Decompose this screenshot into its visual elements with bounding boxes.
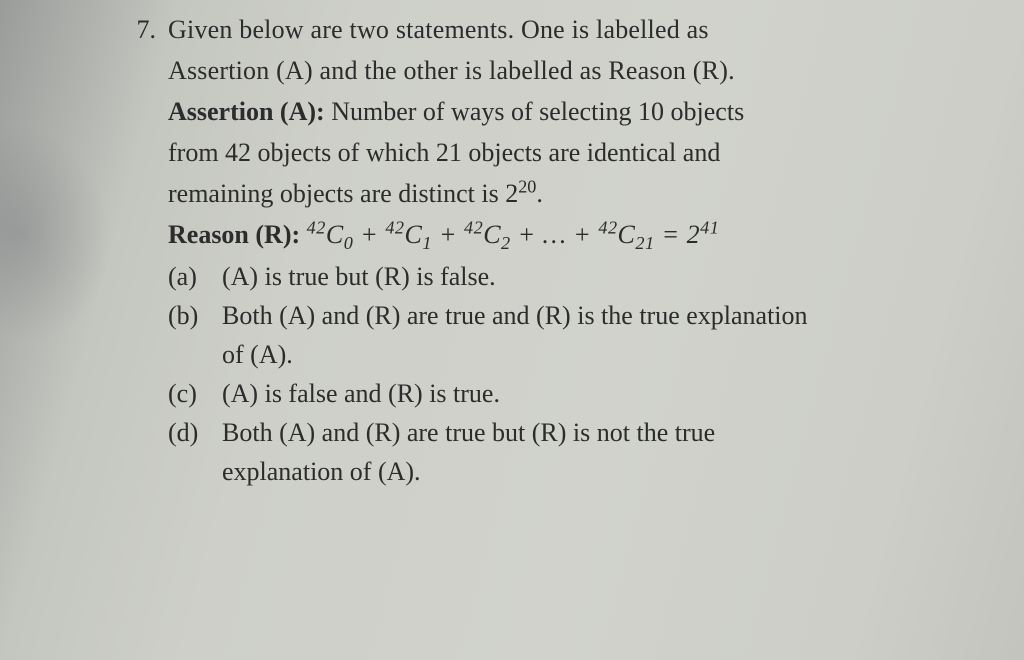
option-d-label: (d) bbox=[168, 415, 222, 452]
question-block: 7. Given below are two statements. One i… bbox=[110, 12, 984, 493]
assertion-text-3-prefix: remaining objects are distinct is 2 bbox=[168, 179, 518, 208]
rf-ellipsis: … bbox=[543, 220, 567, 249]
rf-base-n: 42 bbox=[598, 217, 617, 237]
option-c: (c) (A) is false and (R) is true. bbox=[168, 376, 984, 413]
rf-sub-1: 1 bbox=[422, 233, 432, 253]
intro-line-1: Given below are two statements. One is l… bbox=[168, 12, 984, 49]
option-b-label: (b) bbox=[168, 298, 222, 335]
option-c-label: (c) bbox=[168, 376, 222, 413]
option-d-cont-text: explanation of (A). bbox=[222, 454, 984, 491]
rf-C-n: C bbox=[618, 220, 636, 249]
reason-label: Reason (R): bbox=[168, 220, 300, 249]
assertion-line-3: remaining objects are distinct is 220. bbox=[168, 176, 984, 213]
assertion-line-2: from 42 objects of which 21 objects are … bbox=[168, 135, 984, 172]
option-a-label: (a) bbox=[168, 259, 222, 296]
option-d: (d) Both (A) and (R) are true but (R) is… bbox=[168, 415, 984, 452]
rf-eq: = 2 bbox=[655, 220, 701, 249]
rf-sub-2: 2 bbox=[501, 233, 511, 253]
option-a-text: (A) is true but (R) is false. bbox=[222, 259, 984, 296]
rf-C-0: C bbox=[326, 220, 344, 249]
option-b-cont-text: of (A). bbox=[222, 337, 984, 374]
question-body: Given below are two statements. One is l… bbox=[168, 12, 984, 493]
assertion-text-1: Number of ways of selecting 10 objects bbox=[325, 97, 745, 126]
option-b: (b) Both (A) and (R) are true and (R) is… bbox=[168, 298, 984, 335]
rf-sub-0: 0 bbox=[344, 233, 354, 253]
options-list: (a) (A) is true but (R) is false. (b) Bo… bbox=[168, 259, 984, 490]
reason-block: Reason (R): 42C0 + 42C1 + 42C2 + … + 42C… bbox=[168, 217, 984, 254]
assertion-text-3-suffix: . bbox=[536, 179, 543, 208]
question-intro: Given below are two statements. One is l… bbox=[168, 12, 984, 90]
option-a: (a) (A) is true but (R) is false. bbox=[168, 259, 984, 296]
option-b-text: Both (A) and (R) are true and (R) is the… bbox=[222, 298, 984, 335]
question-number: 7. bbox=[110, 12, 168, 493]
assertion-label: Assertion (A): bbox=[168, 97, 325, 126]
option-d-text: Both (A) and (R) are true but (R) is not… bbox=[222, 415, 984, 452]
rf-C-1: C bbox=[405, 220, 423, 249]
rf-sub-n: 21 bbox=[635, 233, 654, 253]
rf-base-0: 42 bbox=[307, 217, 326, 237]
option-d-cont: explanation of (A). bbox=[168, 454, 984, 491]
rf-base-1: 42 bbox=[385, 217, 404, 237]
rf-base-2: 42 bbox=[464, 217, 483, 237]
assertion-exponent: 20 bbox=[518, 176, 536, 196]
question-page: 7. Given below are two statements. One i… bbox=[0, 0, 1024, 660]
option-c-text: (A) is false and (R) is true. bbox=[222, 376, 984, 413]
rf-rhs-exp: 41 bbox=[700, 217, 719, 237]
assertion-block: Assertion (A): Number of ways of selecti… bbox=[168, 94, 984, 213]
rf-C-2: C bbox=[483, 220, 501, 249]
assertion-line-1: Assertion (A): Number of ways of selecti… bbox=[168, 94, 984, 131]
intro-line-2: Assertion (A) and the other is labelled … bbox=[168, 53, 984, 90]
option-b-cont: of (A). bbox=[168, 337, 984, 374]
reason-formula: 42C0 + 42C1 + 42C2 + … + 42C21 = 241 bbox=[307, 220, 720, 249]
